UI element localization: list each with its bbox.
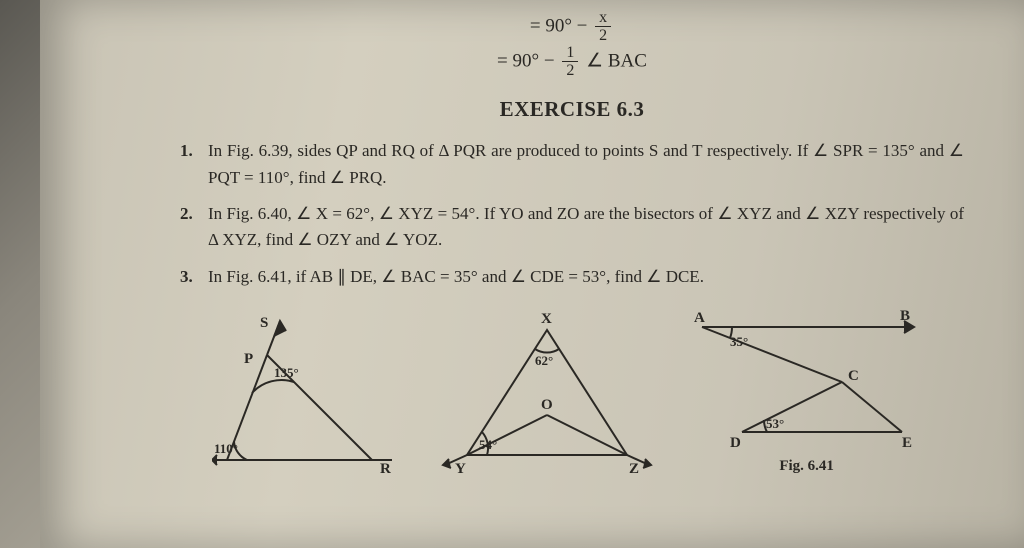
formula-block: = 90° − x2 = 90° − 12 ∠ BAC <box>180 10 964 79</box>
label-c: C <box>848 368 859 384</box>
angle-54: 54° <box>479 437 497 452</box>
label-s: S <box>260 315 268 331</box>
exercise-heading: EXERCISE 6.3 <box>180 97 964 122</box>
label-e: E <box>902 435 912 451</box>
question-2: 2. In Fig. 6.40, ∠ X = 62°, ∠ XYZ = 54°.… <box>180 201 964 254</box>
question-number: 1. <box>180 138 208 191</box>
triangle-pqr-svg: S P R 135° 110° <box>212 305 412 475</box>
figure-6-40: X Y Z O 62° 54° <box>437 305 657 475</box>
figure-caption: Fig. 6.41 <box>682 458 932 475</box>
question-1: 1. In Fig. 6.39, sides QP and RQ of Δ PQ… <box>180 138 964 191</box>
angle-110: 110° <box>214 441 238 456</box>
label-y: Y <box>455 461 466 475</box>
label-b: B <box>900 308 910 324</box>
triangle-abc-de-svg: A B C D E 35° 53° <box>682 302 932 452</box>
question-text: In Fig. 6.39, sides QP and RQ of Δ PQR a… <box>208 138 964 191</box>
figure-6-39: S P R 135° 110° <box>212 305 412 475</box>
triangle-xyz-svg: X Y Z O 62° 54° <box>437 305 657 475</box>
angle-62: 62° <box>535 353 553 368</box>
fraction-1: x2 <box>595 10 611 45</box>
formula1-prefix: = 90° − <box>530 16 592 37</box>
label-x: X <box>541 311 552 327</box>
question-3: 3. In Fig. 6.41, if AB ∥ DE, ∠ BAC = 35°… <box>180 264 964 290</box>
figures-row: S P R 135° 110° X <box>180 302 964 475</box>
label-a: A <box>694 310 705 326</box>
textbook-page: = 90° − x2 = 90° − 12 ∠ BAC EXERCISE 6.3… <box>40 0 1024 548</box>
formula-line-2: = 90° − 12 ∠ BAC <box>180 45 964 80</box>
label-r: R <box>380 461 391 475</box>
formula2-suffix: ∠ BAC <box>581 50 647 71</box>
label-o: O <box>541 397 553 413</box>
angle-35: 35° <box>730 334 748 349</box>
fraction-2: 12 <box>562 45 578 80</box>
question-text: In Fig. 6.41, if AB ∥ DE, ∠ BAC = 35° an… <box>208 264 964 290</box>
question-number: 2. <box>180 201 208 254</box>
figure-6-41: A B C D E 35° 53° Fig. 6.41 <box>682 302 932 475</box>
formula-line-1: = 90° − x2 <box>180 10 964 45</box>
label-p: P <box>244 351 253 367</box>
question-text: In Fig. 6.40, ∠ X = 62°, ∠ XYZ = 54°. If… <box>208 201 964 254</box>
angle-135: 135° <box>274 365 299 380</box>
label-z: Z <box>629 461 639 475</box>
angle-53: 53° <box>766 416 784 431</box>
question-number: 3. <box>180 264 208 290</box>
label-d: D <box>730 435 741 451</box>
formula2-prefix: = 90° − <box>497 50 559 71</box>
